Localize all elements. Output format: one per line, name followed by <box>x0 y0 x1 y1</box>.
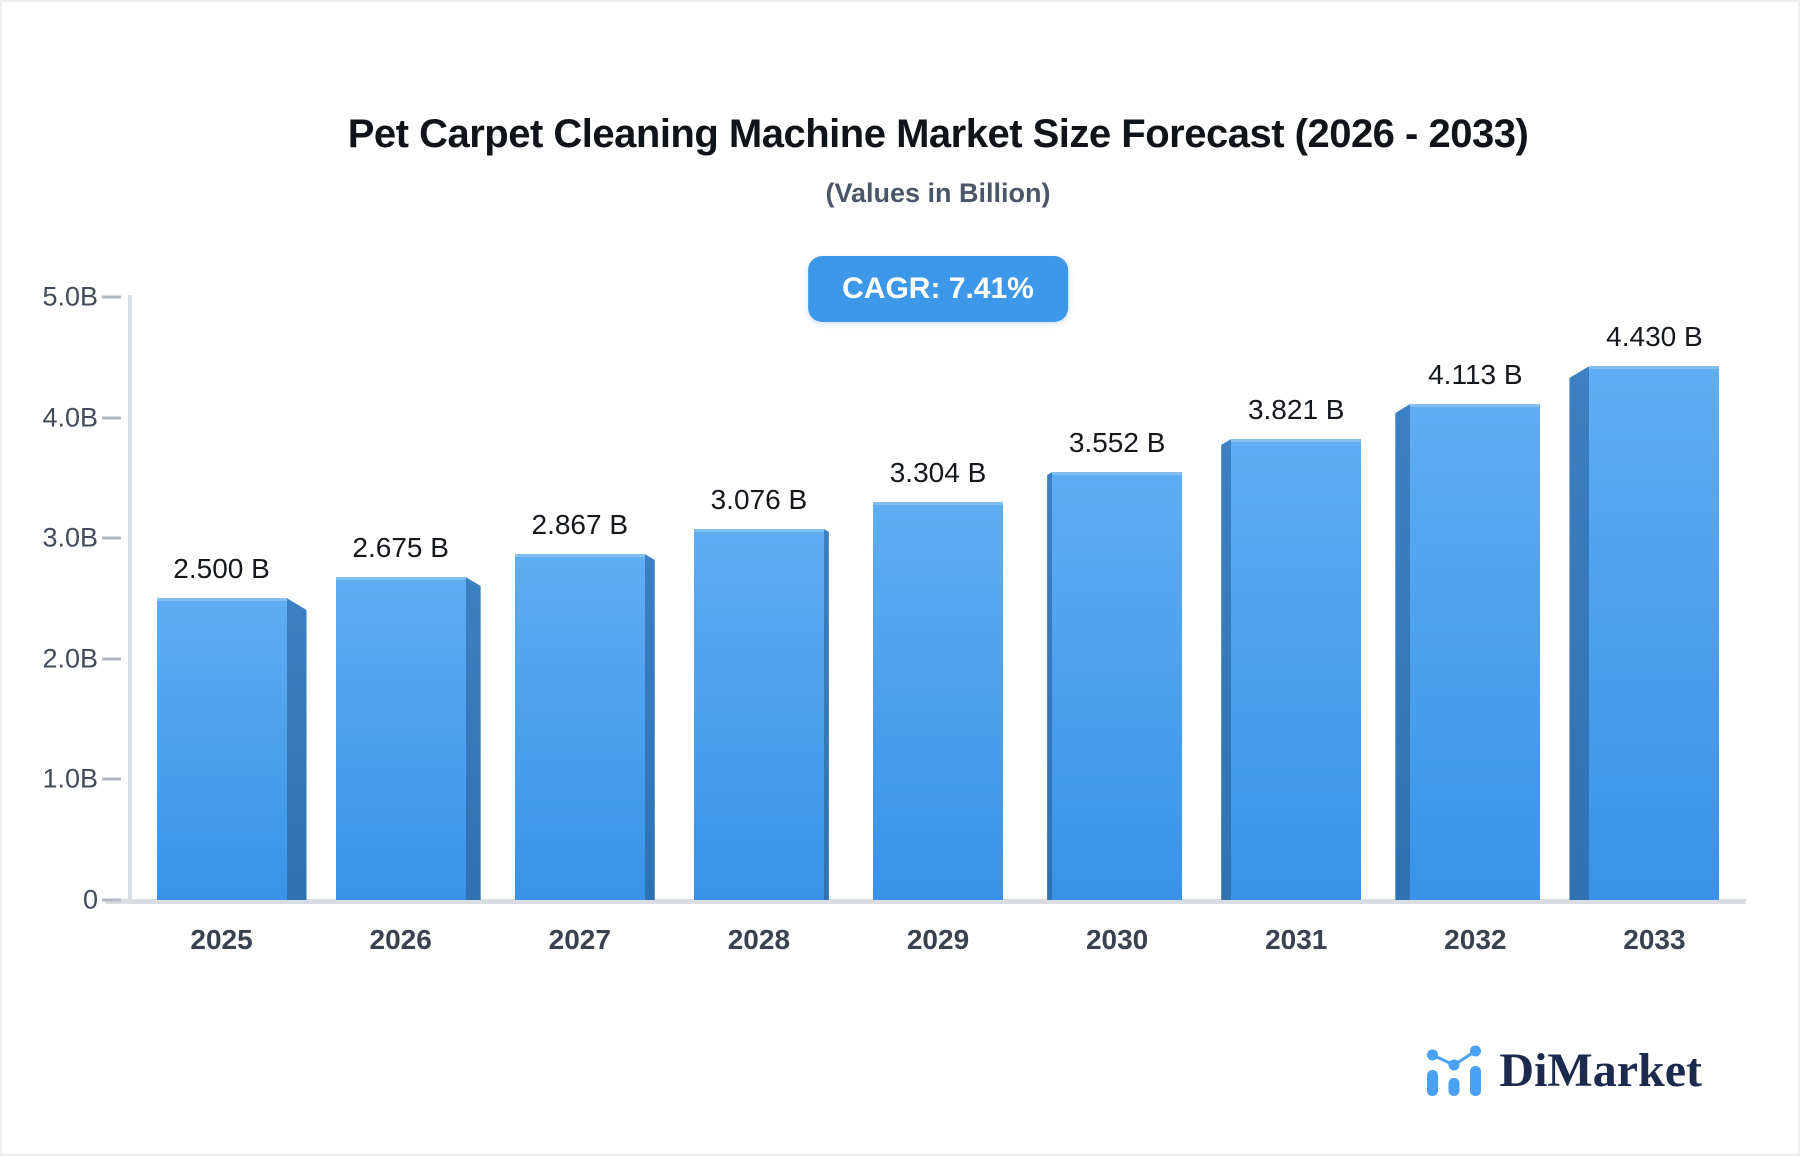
y-tick-dash <box>102 777 121 781</box>
x-axis-label: 2031 <box>1265 924 1328 955</box>
bar-front <box>873 502 1003 900</box>
value-label: 3.552 B <box>1068 427 1166 458</box>
bar-side <box>465 577 481 900</box>
y-tick-label: 3.0B <box>42 522 98 553</box>
x-axis-label: 2025 <box>190 924 253 955</box>
bar-front <box>1410 404 1541 900</box>
y-tick-label: 1.0B <box>42 763 98 794</box>
x-axis-label: 2033 <box>1623 924 1686 955</box>
dimarket-logo: DiMarket <box>1423 1040 1702 1102</box>
y-tick-label: 4.0B <box>42 402 98 433</box>
bar-chart-icon <box>1427 1045 1482 1096</box>
bar-front <box>514 554 645 900</box>
bar-side <box>286 598 307 900</box>
bar-front <box>1231 439 1362 900</box>
value-label: 3.076 B <box>710 484 808 515</box>
x-axis-label: 2028 <box>727 924 791 955</box>
y-tick-dash <box>102 416 121 420</box>
value-label: 2.675 B <box>352 532 449 563</box>
bar-side <box>1221 439 1232 900</box>
x-axis-label: 2026 <box>369 924 432 955</box>
y-tick-label: 0 <box>82 884 98 915</box>
bar-side <box>1047 472 1053 900</box>
x-axis-label: 2030 <box>1085 924 1149 955</box>
x-axis-line <box>106 899 1746 904</box>
bar-front <box>1589 366 1720 900</box>
value-label: 2.867 B <box>531 509 629 540</box>
value-label: 4.430 B <box>1606 321 1703 352</box>
cagr-badge: CAGR: 7.41% <box>808 256 1068 322</box>
y-tick-dash <box>102 536 121 540</box>
bar-front <box>156 598 287 900</box>
bar-side <box>1569 366 1590 900</box>
value-label: 3.304 B <box>889 457 987 488</box>
bar-front <box>693 529 824 900</box>
y-tick-label: 5.0B <box>42 281 98 312</box>
chart-subtitle: (Values in Billion) <box>825 178 1051 208</box>
y-axis-line <box>128 295 132 903</box>
value-label: 4.113 B <box>1428 359 1523 390</box>
x-axis-label: 2029 <box>906 924 970 955</box>
bar-side <box>1395 404 1411 900</box>
x-axis-label: 2027 <box>548 924 611 955</box>
y-tick-label: 2.0B <box>42 643 98 674</box>
value-label: 2.500 B <box>173 553 270 584</box>
y-tick-dash <box>102 898 121 902</box>
bar-front <box>335 577 466 900</box>
y-tick-dash <box>102 657 121 661</box>
bar-front <box>1052 472 1183 900</box>
bar-side <box>644 554 655 900</box>
bar-side <box>823 529 829 900</box>
value-label: 3.821 B <box>1247 394 1345 425</box>
brand-name: DiMarket <box>1499 1044 1702 1097</box>
y-tick-dash <box>102 295 121 299</box>
chart-title: Pet Carpet Cleaning Machine Market Size … <box>347 112 1529 156</box>
x-axis-label: 2032 <box>1444 924 1507 955</box>
